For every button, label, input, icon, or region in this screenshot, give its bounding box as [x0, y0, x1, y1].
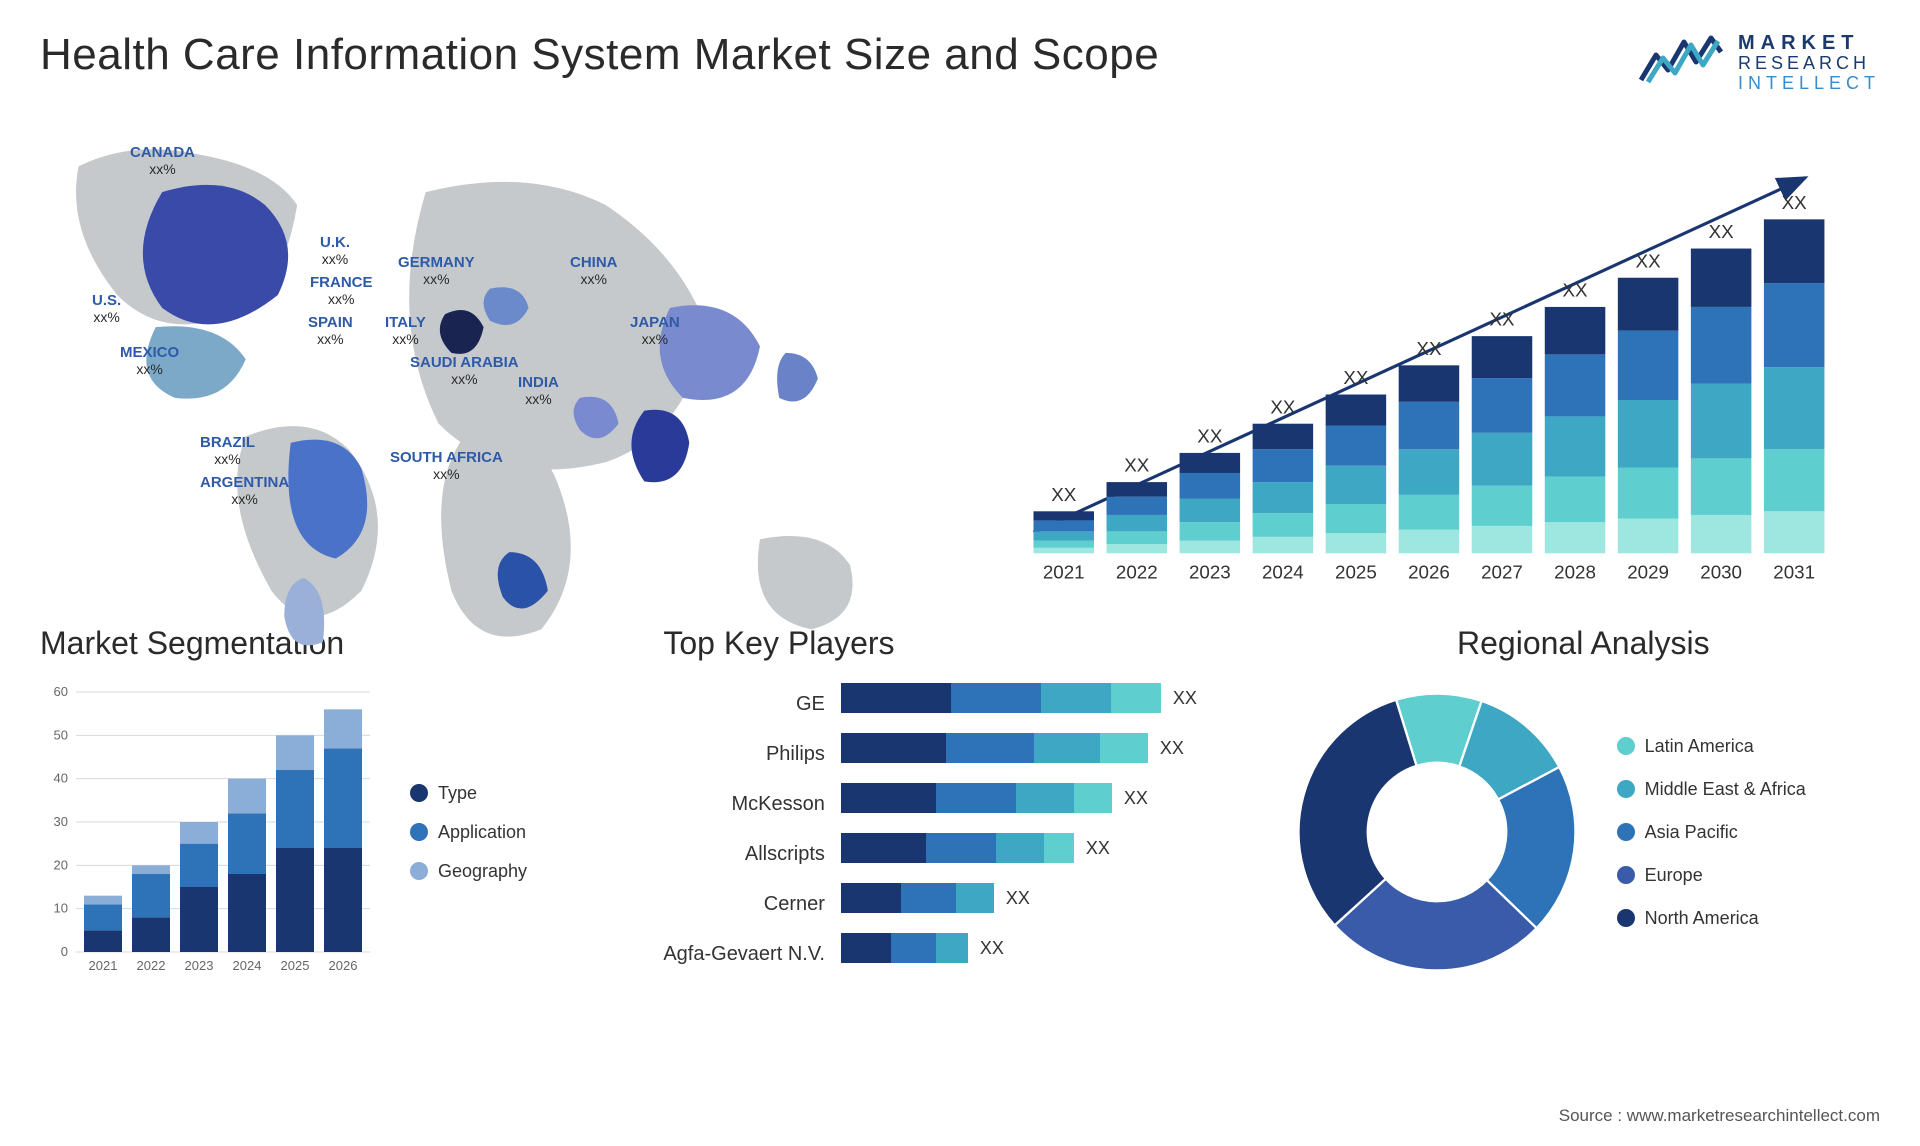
world-map-icon [40, 115, 940, 681]
country-label: SAUDI ARABIAxx% [410, 355, 519, 387]
svg-text:2022: 2022 [137, 958, 166, 973]
country-label: JAPANxx% [630, 315, 680, 347]
svg-text:XX: XX [1051, 484, 1077, 505]
svg-text:2024: 2024 [233, 958, 262, 973]
legend-item: Europe [1617, 865, 1806, 886]
svg-text:2023: 2023 [185, 958, 214, 973]
player-bar: XX [841, 782, 1257, 814]
svg-text:2030: 2030 [1700, 561, 1742, 582]
logo-icon [1636, 30, 1726, 95]
player-bar: XX [841, 682, 1257, 714]
svg-text:XX: XX [1709, 221, 1735, 242]
country-label: INDIAxx% [518, 375, 559, 407]
segmentation-legend: Type Application Geography [410, 783, 527, 882]
player-name: Agfa-Gevaert N.V. [663, 938, 825, 970]
legend-item: Application [410, 822, 527, 843]
legend-item: North America [1617, 908, 1806, 929]
svg-text:30: 30 [54, 814, 68, 829]
player-name: McKesson [732, 788, 825, 820]
country-label: CHINAxx% [570, 255, 618, 287]
growth-chart: XX 2021 XX 2022 XX 2023 XX 2024 XX 2025 XX 2026 XX 20… [980, 115, 1880, 595]
svg-text:2026: 2026 [1408, 561, 1450, 582]
regional-panel: Regional Analysis Latin America Middle Ea… [1287, 625, 1880, 982]
country-label: FRANCExx% [310, 275, 373, 307]
svg-text:XX: XX [1343, 367, 1369, 388]
svg-text:2026: 2026 [329, 958, 358, 973]
logo-line2: RESEARCH [1738, 54, 1880, 74]
svg-text:2024: 2024 [1262, 561, 1304, 582]
legend-item: Latin America [1617, 736, 1806, 757]
player-name: Cerner [764, 888, 825, 920]
legend-item: Type [410, 783, 527, 804]
svg-text:20: 20 [54, 857, 68, 872]
svg-text:2027: 2027 [1481, 561, 1523, 582]
svg-text:0: 0 [61, 944, 68, 959]
country-label: U.K.xx% [320, 235, 350, 267]
svg-text:2028: 2028 [1554, 561, 1596, 582]
player-name: GE [796, 688, 825, 720]
svg-text:2021: 2021 [89, 958, 118, 973]
country-label: BRAZILxx% [200, 435, 255, 467]
svg-text:XX: XX [1563, 279, 1589, 300]
world-map-panel: CANADAxx% U.S.xx% MEXICOxx% BRAZILxx% ARGENT… [40, 115, 940, 595]
legend-item: Geography [410, 861, 527, 882]
logo-line3: INTELLECT [1738, 74, 1880, 94]
segmentation-chart: 0 10 20 30 40 50 60 2021 2022 2023 2024 2025 2026 [40, 682, 380, 982]
players-labels: GE Philips McKesson Allscripts Cerner Agfa-Ge… [663, 682, 841, 982]
svg-text:XX: XX [1197, 425, 1223, 446]
regional-title: Regional Analysis [1287, 625, 1880, 662]
svg-text:XX: XX [1782, 192, 1808, 213]
brand-logo: MARKET RESEARCH INTELLECT [1636, 30, 1880, 95]
logo-line1: MARKET [1738, 32, 1880, 54]
svg-text:2022: 2022 [1116, 561, 1158, 582]
svg-text:XX: XX [1416, 338, 1442, 359]
country-label: GERMANYxx% [398, 255, 475, 287]
player-name: Philips [766, 738, 825, 770]
regional-donut [1287, 682, 1587, 982]
svg-text:2025: 2025 [281, 958, 310, 973]
country-label: MEXICOxx% [120, 345, 179, 377]
players-bars: XX XX XX XX XX XX [841, 682, 1257, 982]
svg-text:XX: XX [1270, 396, 1296, 417]
svg-text:60: 60 [54, 684, 68, 699]
source-text: Source : www.marketresearchintellect.com [1559, 1106, 1880, 1126]
player-bar: XX [841, 882, 1257, 914]
svg-text:XX: XX [1489, 309, 1515, 330]
country-label: U.S.xx% [92, 293, 121, 325]
page-title: Health Care Information System Market Si… [40, 30, 1159, 80]
player-bar: XX [841, 832, 1257, 864]
svg-text:XX: XX [1124, 455, 1150, 476]
svg-text:50: 50 [54, 727, 68, 742]
country-label: ARGENTINAxx% [200, 475, 289, 507]
svg-text:2025: 2025 [1335, 561, 1377, 582]
player-name: Allscripts [745, 838, 825, 870]
svg-text:2031: 2031 [1773, 561, 1815, 582]
player-bar: XX [841, 732, 1257, 764]
country-label: CANADAxx% [130, 145, 195, 177]
player-bar: XX [841, 932, 1257, 964]
svg-text:40: 40 [54, 771, 68, 786]
svg-text:2023: 2023 [1189, 561, 1231, 582]
regional-legend: Latin America Middle East & Africa Asia Pa… [1617, 736, 1806, 929]
legend-item: Asia Pacific [1617, 822, 1806, 843]
country-label: ITALYxx% [385, 315, 426, 347]
svg-text:2029: 2029 [1627, 561, 1669, 582]
svg-text:2021: 2021 [1043, 561, 1085, 582]
svg-text:XX: XX [1636, 250, 1662, 271]
svg-text:10: 10 [54, 901, 68, 916]
country-label: SOUTH AFRICAxx% [390, 450, 503, 482]
legend-item: Middle East & Africa [1617, 779, 1806, 800]
country-label: SPAINxx% [308, 315, 353, 347]
